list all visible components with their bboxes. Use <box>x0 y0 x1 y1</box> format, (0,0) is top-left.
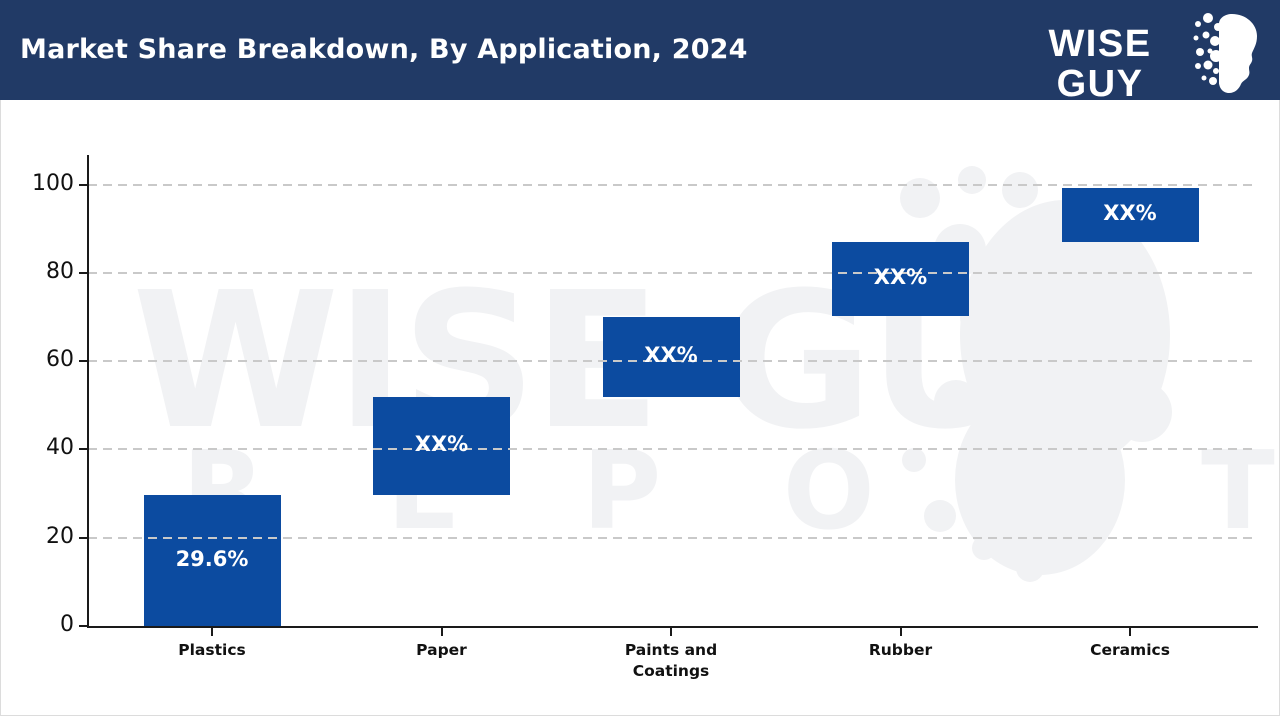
x-tick-mark <box>211 628 213 636</box>
header-bar: Market Share Breakdown, By Application, … <box>0 0 1280 136</box>
page-title: Market Share Breakdown, By Application, … <box>20 34 748 65</box>
gridline-100 <box>88 183 1258 186</box>
gridline-80 <box>88 271 1258 274</box>
x-tick-label-plastics: Plastics <box>178 641 246 659</box>
bar-value-label: XX% <box>873 265 928 290</box>
gridline-20 <box>88 536 1258 539</box>
y-tick-label-20: 20 <box>46 523 74 549</box>
x-tick-mark <box>440 628 443 636</box>
watermark-head-graphic <box>891 166 1172 582</box>
x-tick-mark <box>1129 628 1131 636</box>
logo-head-icon <box>1193 13 1257 93</box>
wise-guy-reports-logo: WISE GUY R E P O R T S <box>1016 6 1266 136</box>
x-tick-label-ceramics: Ceramics <box>1090 641 1170 659</box>
logo-text: WISE GUY R E P O R T S <box>1016 24 1184 136</box>
logo-wordmark: WISE GUY <box>1048 23 1152 105</box>
x-tick-label-paints-and: Paints and Coatings <box>624 641 718 680</box>
bar-paints-and <box>602 316 740 398</box>
x-axis-line <box>87 626 1258 628</box>
y-tick-mark-80 <box>79 271 88 274</box>
bar-paper <box>373 397 510 496</box>
gridline-60 <box>88 360 1258 363</box>
x-tick-mark <box>899 628 902 636</box>
y-tick-label-0: 0 <box>60 612 74 637</box>
y-tick-label-80: 80 <box>46 258 74 284</box>
bar-value-label: XX% <box>1103 200 1157 225</box>
bar-value-label: XX% <box>414 432 469 457</box>
x-tick-label-paper: Paper <box>416 641 467 659</box>
bar-value-label: XX% <box>644 342 698 367</box>
y-tick-label-40: 40 <box>46 435 74 461</box>
y-tick-mark-0 <box>79 625 88 627</box>
x-tick-label-rubber: Rubber <box>868 641 933 659</box>
y-tick-mark-60 <box>79 360 88 363</box>
y-tick-mark-100 <box>79 183 88 186</box>
y-axis-line <box>87 155 89 628</box>
gridline-40 <box>88 448 1258 451</box>
y-tick-label-100: 100 <box>32 170 74 196</box>
logo-subtitle: R E P O R T S <box>1023 106 1183 136</box>
y-tick-mark-40 <box>79 448 88 451</box>
y-tick-label-60: 60 <box>46 347 74 373</box>
bar-ceramics <box>1061 187 1199 242</box>
bar-plastics <box>143 495 281 626</box>
x-tick-mark <box>670 628 672 636</box>
bar-value-label: 29.6% <box>175 546 249 571</box>
bar-rubber <box>832 242 969 316</box>
y-tick-mark-20 <box>79 536 88 539</box>
